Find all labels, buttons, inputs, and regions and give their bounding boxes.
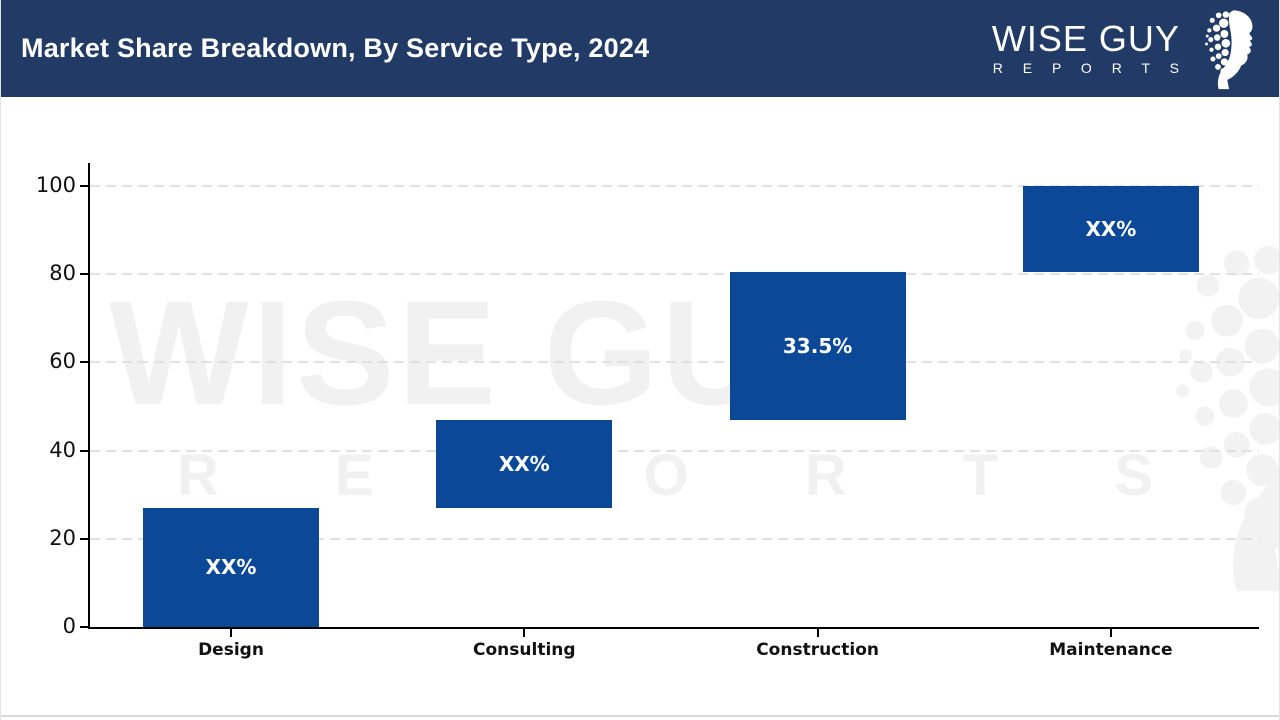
y-tick-label: 80	[49, 261, 76, 286]
y-tick-label: 20	[49, 525, 76, 550]
brand-head-icon	[1191, 6, 1265, 92]
bar-construction: 33.5%	[729, 271, 906, 420]
y-tick-label: 40	[49, 437, 76, 462]
y-gridline	[90, 361, 1259, 364]
x-category-label: Construction	[756, 640, 879, 660]
y-tickmark	[80, 273, 88, 276]
watermark-head-icon	[1113, 222, 1280, 604]
bar-maintenance: XX%	[1022, 186, 1199, 272]
y-gridline	[90, 273, 1259, 276]
y-gridline	[90, 449, 1259, 452]
y-tickmark	[80, 185, 88, 187]
y-tickmark	[80, 449, 88, 452]
x-tickmark	[816, 629, 819, 637]
bar-consulting: XX%	[436, 419, 613, 508]
y-tickmark	[80, 537, 88, 540]
x-category-label: Maintenance	[1049, 640, 1173, 660]
bar-value-label: XX%	[498, 451, 550, 476]
x-tickmark	[1109, 629, 1112, 637]
x-axis	[88, 627, 1259, 629]
watermark-text: WISE GUY	[109, 271, 874, 436]
brand-logo: WISE GUY R E P O R T S	[985, 6, 1265, 92]
x-category-label: Design	[198, 640, 264, 660]
y-gridline	[90, 537, 1259, 540]
y-tick-label: 100	[35, 173, 76, 197]
x-category-label: Consulting	[473, 640, 576, 660]
bar-value-label: XX%	[205, 555, 257, 580]
brand-name: WISE GUY	[991, 18, 1180, 59]
y-tick-label: 0	[62, 614, 76, 638]
watermark-subtext: R E P O R T S	[177, 443, 1204, 508]
brand-subtitle: R E P O R T S	[992, 60, 1187, 76]
header: Market Share Breakdown, By Service Type,…	[1, 0, 1279, 97]
x-tickmark	[230, 629, 232, 637]
bottom-divider	[1, 715, 1279, 717]
y-tickmark	[80, 361, 88, 364]
bar-design: XX%	[143, 507, 319, 627]
x-tickmark	[523, 629, 526, 637]
y-gridline	[90, 185, 1259, 187]
y-axis	[88, 163, 90, 629]
page-title: Market Share Breakdown, By Service Type,…	[21, 33, 650, 63]
bar-value-label: 33.5%	[782, 333, 853, 358]
y-tickmark	[80, 626, 88, 628]
y-tick-label: 60	[49, 349, 76, 374]
bar-value-label: XX%	[1085, 216, 1137, 241]
